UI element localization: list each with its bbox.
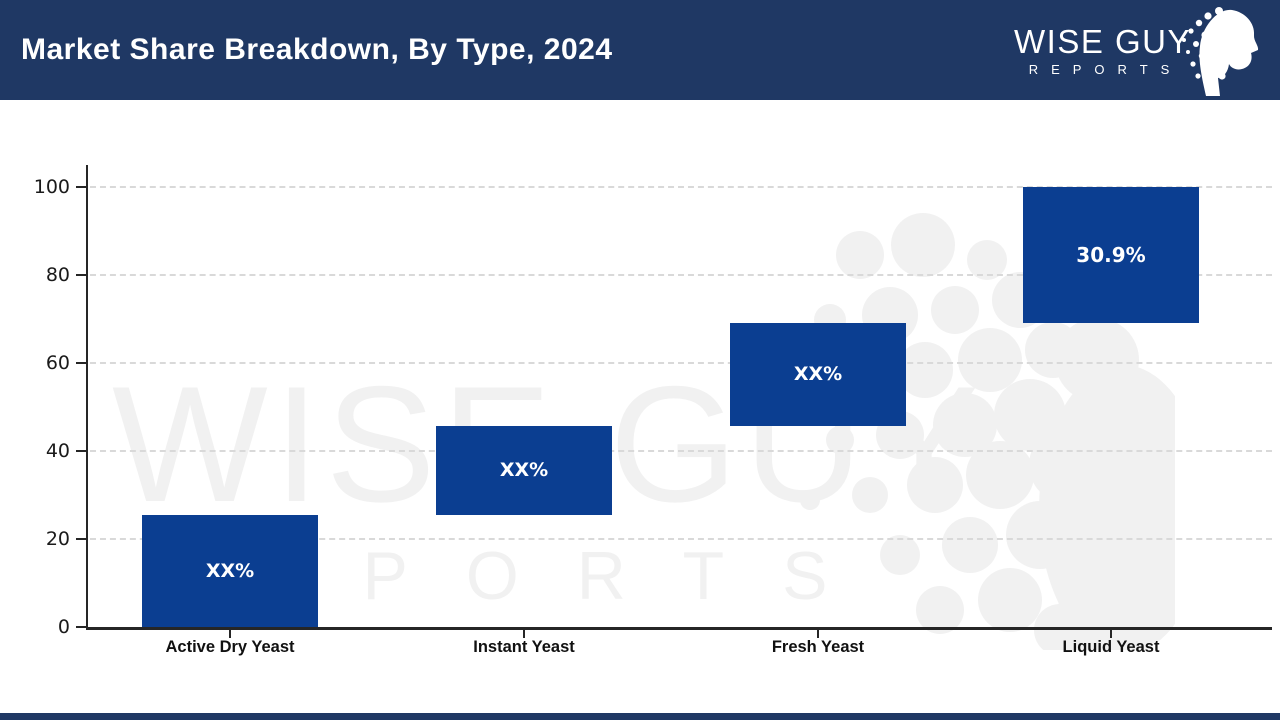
- logo-wordmark: WISE GUY: [1014, 22, 1192, 60]
- logo-face-icon: [1182, 7, 1259, 96]
- y-axis-line: [86, 165, 88, 629]
- y-tick-label: 0: [57, 616, 70, 638]
- y-tick-mark: [76, 450, 86, 452]
- y-tick-mark: [76, 626, 86, 628]
- y-tick-mark: [76, 274, 86, 276]
- x-axis-label: Active Dry Yeast: [165, 638, 295, 656]
- gridline-20: [90, 538, 1272, 540]
- y-tick-label: 60: [45, 352, 70, 374]
- x-tick-mark: [229, 630, 231, 638]
- y-tick-label: 40: [45, 440, 70, 462]
- wise-guy-reports-logo: WISE GUY REPORTS: [1014, 4, 1274, 96]
- logo-text: WISE GUY REPORTS: [1014, 25, 1191, 76]
- gridline-80: [90, 274, 1272, 276]
- x-axis-label: Liquid Yeast: [1062, 638, 1160, 656]
- x-axis-line: [86, 627, 1272, 630]
- gridline-40: [90, 450, 1272, 452]
- bar-value-label: 30.9%: [1076, 242, 1146, 267]
- x-tick-mark: [817, 630, 819, 638]
- y-tick-mark: [76, 362, 86, 364]
- header-bar: Market Share Breakdown, By Type, 2024 WI…: [0, 0, 1280, 100]
- y-tick-mark: [76, 186, 86, 188]
- bar-segment-3: XX%: [730, 322, 906, 426]
- y-tick-label: 100: [33, 176, 70, 198]
- bar-value-label: XX%: [793, 363, 843, 386]
- bar-segment-2: XX%: [436, 425, 612, 515]
- chart-plot-area: WISE GUY REPORTS 0 20 40 60 80 100 XX% Active D…: [0, 100, 1280, 713]
- x-axis-label: Instant Yeast: [473, 638, 575, 656]
- gridline-60: [90, 362, 1272, 364]
- y-tick-mark: [76, 538, 86, 540]
- x-axis-label: Fresh Yeast: [771, 638, 865, 656]
- logo-subtitle: REPORTS: [1028, 61, 1183, 77]
- gridline-100: [90, 186, 1272, 188]
- y-tick-label: 20: [45, 528, 70, 550]
- x-tick-mark: [1110, 630, 1112, 638]
- bar-value-label: XX%: [205, 559, 255, 582]
- x-tick-mark: [523, 630, 525, 638]
- footer-accent-bar: [0, 713, 1280, 720]
- bar-value-label: XX%: [499, 459, 549, 482]
- y-tick-label: 80: [45, 264, 70, 286]
- page-title: Market Share Breakdown, By Type, 2024: [21, 33, 613, 66]
- bar-segment-1: XX%: [142, 514, 318, 627]
- bar-segment-4: 30.9%: [1023, 187, 1199, 323]
